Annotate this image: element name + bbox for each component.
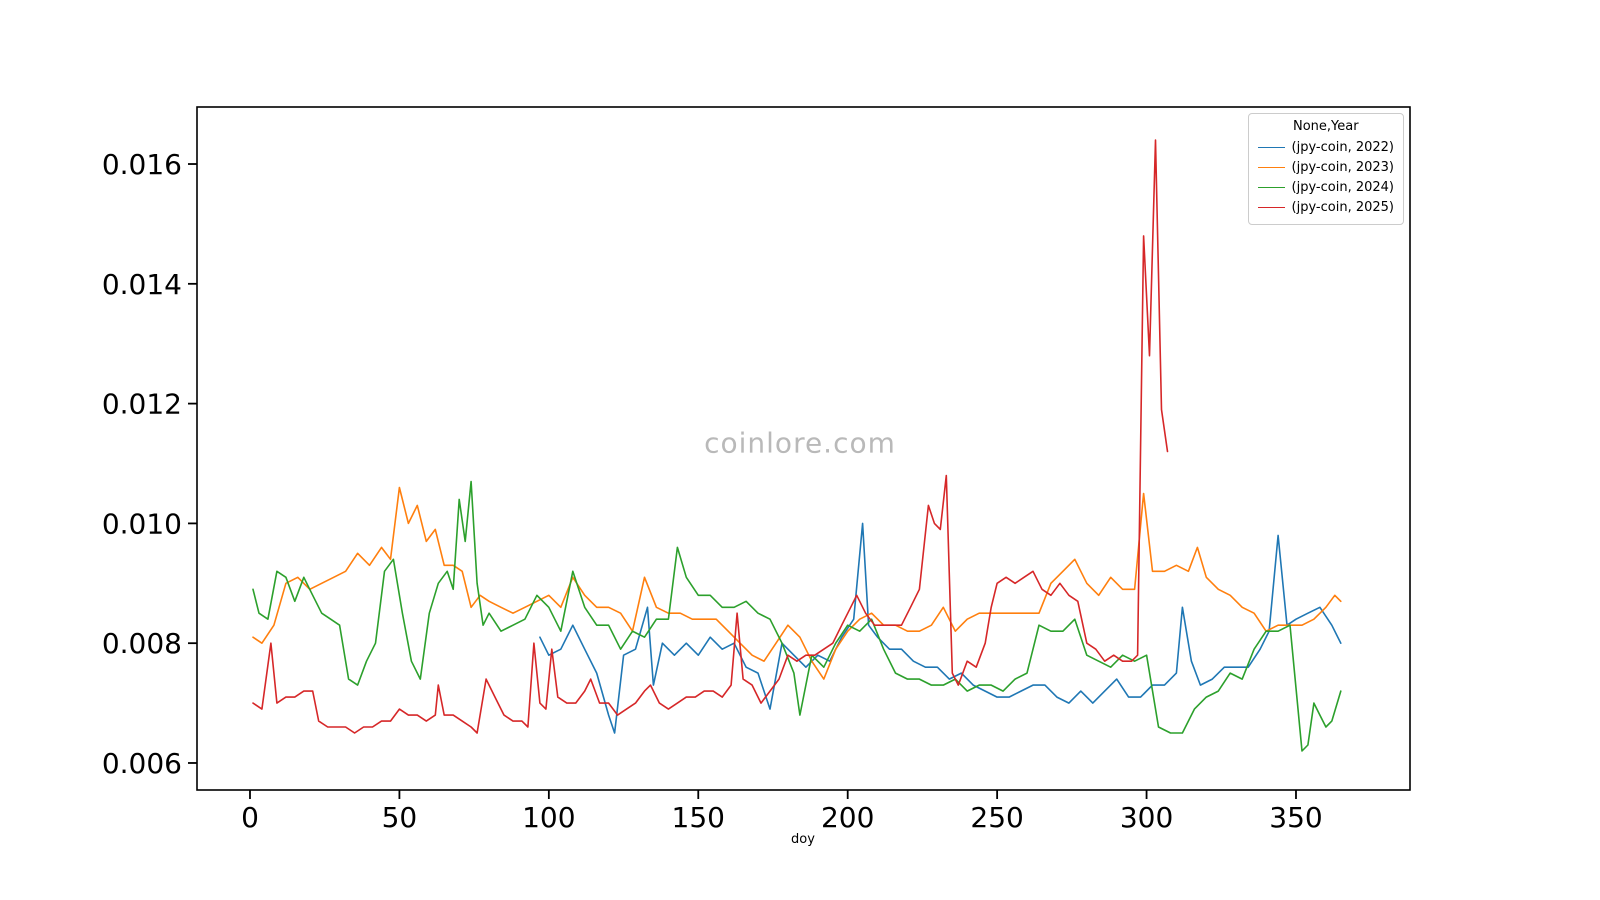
legend-entry: (jpy-coin, 2024) bbox=[1257, 177, 1394, 197]
y-tick-label: 0.016 bbox=[102, 148, 182, 181]
x-tick-label: 150 bbox=[672, 801, 725, 834]
legend-entry: (jpy-coin, 2023) bbox=[1257, 157, 1394, 177]
series-line--jpy-coin-2023- bbox=[252, 486, 1342, 680]
legend-entry: (jpy-coin, 2025) bbox=[1257, 197, 1394, 217]
y-tick-label: 0.006 bbox=[102, 747, 182, 780]
legend-title: None,Year bbox=[1292, 119, 1359, 134]
plot-spines bbox=[196, 106, 1411, 791]
legend-label: (jpy-coin, 2024) bbox=[1291, 179, 1394, 195]
x-tick-label: 250 bbox=[970, 801, 1023, 834]
x-axis-label: doy bbox=[791, 832, 815, 847]
legend-label: (jpy-coin, 2023) bbox=[1291, 159, 1394, 175]
y-tick-label: 0.010 bbox=[102, 507, 182, 540]
x-tick-label: 200 bbox=[821, 801, 874, 834]
x-tick-label: 50 bbox=[382, 801, 418, 834]
x-tick-label: 0 bbox=[241, 801, 259, 834]
series-line--jpy-coin-2025- bbox=[252, 139, 1169, 734]
x-tick-label: 300 bbox=[1120, 801, 1173, 834]
chart-legend: None,Year (jpy-coin, 2022) (jpy-coin, 202… bbox=[1247, 113, 1404, 225]
legend-line-swatch bbox=[1257, 146, 1285, 148]
series-line--jpy-coin-2022- bbox=[539, 522, 1342, 734]
x-tick-label: 350 bbox=[1269, 801, 1322, 834]
y-tick-label: 0.014 bbox=[102, 268, 182, 301]
x-tick-label: 100 bbox=[522, 801, 575, 834]
legend-entries: (jpy-coin, 2022) (jpy-coin, 2023) (jpy-coi… bbox=[1257, 137, 1394, 217]
legend-label: (jpy-coin, 2022) bbox=[1291, 139, 1394, 155]
legend-label: (jpy-coin, 2025) bbox=[1291, 199, 1394, 215]
legend-line-swatch bbox=[1257, 206, 1285, 208]
y-tick-label: 0.008 bbox=[102, 627, 182, 660]
series-line--jpy-coin-2024- bbox=[252, 480, 1342, 752]
legend-line-swatch bbox=[1257, 186, 1285, 188]
legend-entry: (jpy-coin, 2022) bbox=[1257, 137, 1394, 157]
legend-line-swatch bbox=[1257, 166, 1285, 168]
y-tick-label: 0.012 bbox=[102, 388, 182, 421]
